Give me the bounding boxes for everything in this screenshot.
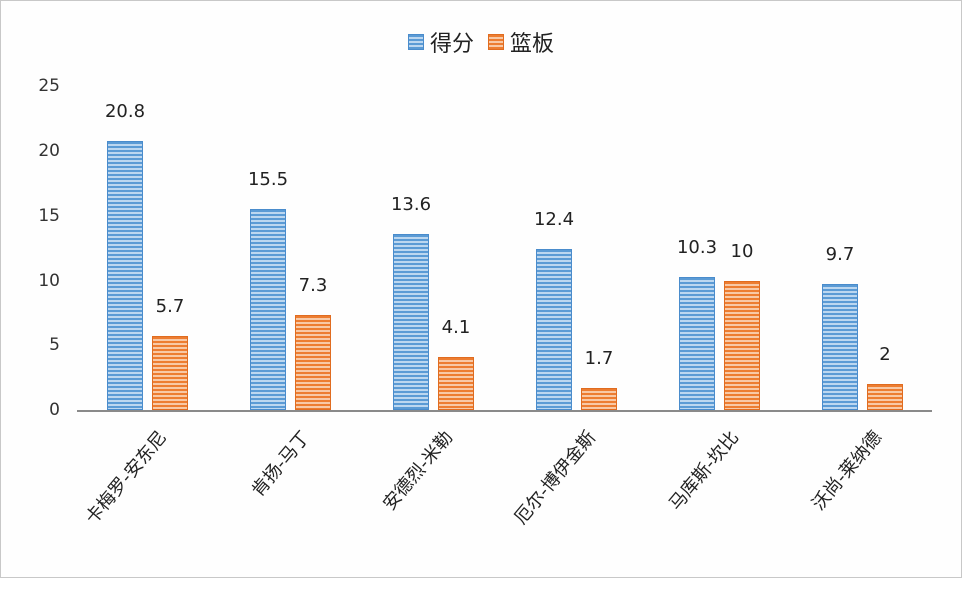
bar-rebounds [867, 384, 903, 410]
y-tick-label: 0 [49, 400, 60, 420]
bar-rebounds [724, 280, 760, 410]
data-label: 4.1 [441, 316, 471, 338]
bar-points [536, 249, 572, 410]
y-tick-label: 15 [38, 205, 60, 226]
y-tick-label: 25 [38, 76, 60, 97]
data-label: 1.7 [584, 347, 614, 369]
bar-points [822, 284, 858, 410]
bar-points [679, 276, 715, 410]
bar-rebounds [438, 356, 474, 410]
data-label: 5.7 [155, 296, 185, 318]
data-label: 7.3 [298, 275, 328, 297]
chart-frame [0, 0, 962, 578]
bar-points [250, 209, 286, 410]
bar-rebounds [295, 315, 331, 410]
legend-item-rebounds: 篮板 [488, 26, 554, 58]
legend-label-points: 得分 [429, 32, 474, 57]
data-label: 10 [730, 240, 754, 262]
data-label: 2 [879, 344, 891, 366]
legend-item-points: 得分 [407, 26, 474, 58]
data-label: 15.5 [247, 169, 289, 191]
bar-rebounds [152, 336, 188, 410]
bar-points [393, 233, 429, 410]
data-label: 13.6 [390, 193, 432, 215]
x-axis-line [77, 410, 932, 412]
legend-swatch-blue-icon [407, 34, 424, 50]
bar-points [107, 140, 143, 410]
y-tick-label: 20 [38, 141, 60, 161]
data-label: 12.4 [533, 209, 575, 231]
bar-rebounds [581, 388, 617, 410]
data-label: 10.3 [676, 236, 718, 258]
legend: 得分 篮板 [0, 26, 962, 58]
y-tick-label: 5 [49, 335, 60, 356]
y-tick-label: 10 [38, 270, 60, 291]
data-label: 9.7 [825, 244, 855, 266]
data-label: 20.8 [104, 100, 146, 122]
legend-label-rebounds: 篮板 [510, 32, 555, 57]
legend-swatch-orange-icon [488, 34, 504, 50]
